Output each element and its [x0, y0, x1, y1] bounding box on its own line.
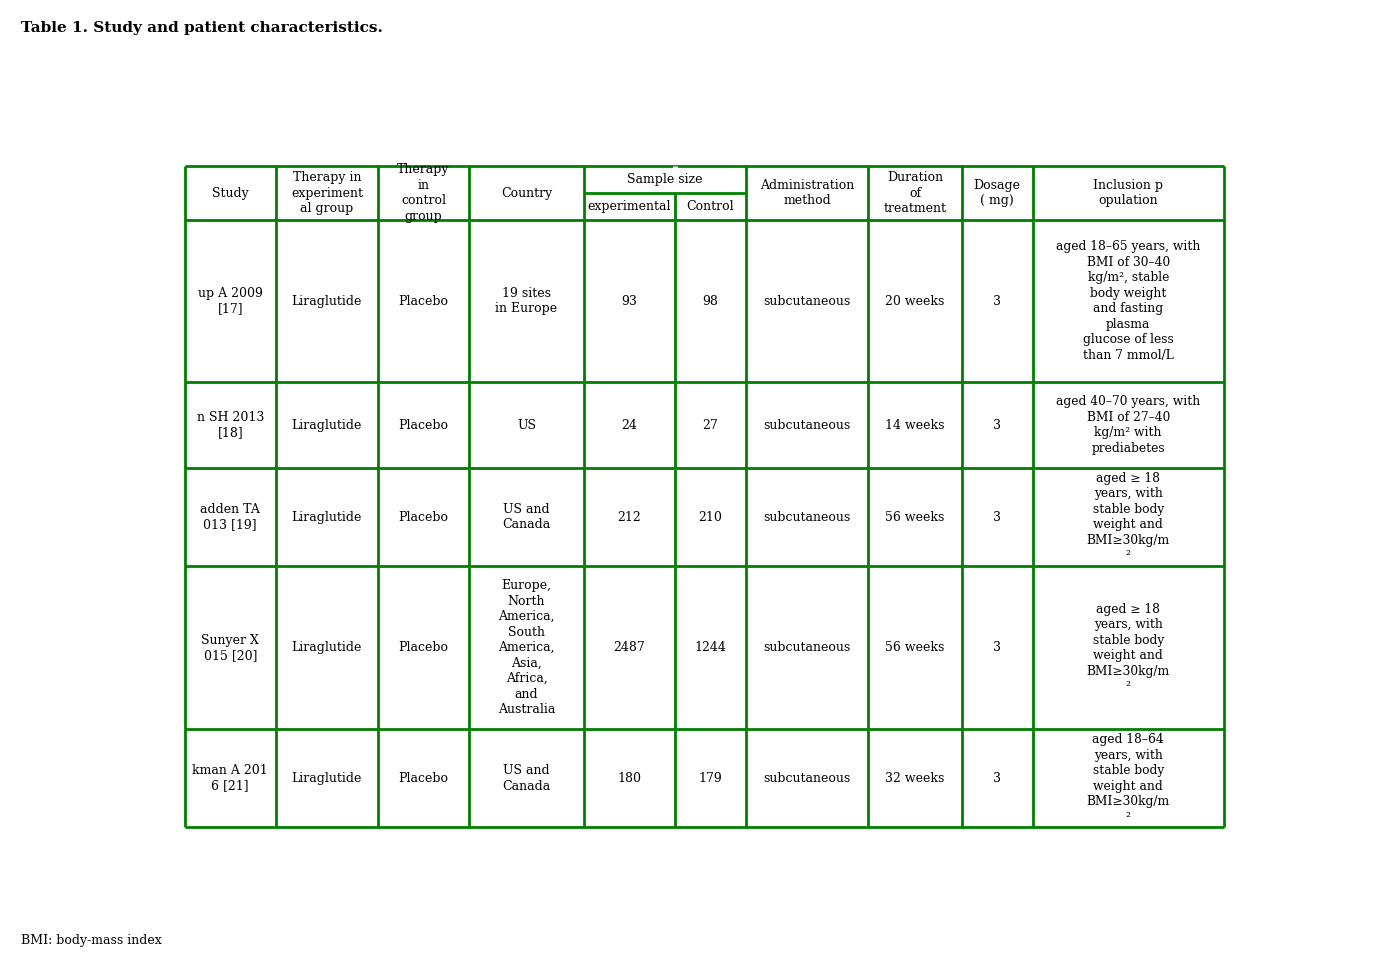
Text: subcutaneous: subcutaneous: [764, 419, 851, 431]
Text: 27: 27: [702, 419, 719, 431]
Text: 1244: 1244: [694, 641, 727, 654]
Text: Liraglutide: Liraglutide: [291, 419, 363, 431]
Text: 32 weeks: 32 weeks: [885, 772, 945, 785]
Text: 179: 179: [698, 772, 723, 785]
Text: adden TA
013 [19]: adden TA 013 [19]: [201, 503, 260, 531]
Text: 2487: 2487: [613, 641, 646, 654]
Text: aged ≥ 18
years, with
stable body
weight and
BMI≥30kg/m
²: aged ≥ 18 years, with stable body weight…: [1087, 471, 1169, 562]
Text: Placebo: Placebo: [398, 295, 448, 307]
Text: Liraglutide: Liraglutide: [291, 772, 363, 785]
Text: Sunyer X
015 [20]: Sunyer X 015 [20]: [202, 633, 260, 662]
Text: Therapy
in
control
group: Therapy in control group: [397, 163, 449, 223]
Text: Therapy in
experiment
al group: Therapy in experiment al group: [291, 171, 363, 215]
Text: subcutaneous: subcutaneous: [764, 641, 851, 654]
Text: 14 weeks: 14 weeks: [885, 419, 945, 431]
Text: BMI: body-mass index: BMI: body-mass index: [21, 934, 161, 947]
Text: US: US: [517, 419, 536, 431]
Text: Administration
method: Administration method: [760, 179, 855, 207]
Text: 98: 98: [702, 295, 719, 307]
Text: 210: 210: [698, 510, 723, 524]
Text: Placebo: Placebo: [398, 772, 448, 785]
Text: aged ≥ 18
years, with
stable body
weight and
BMI≥30kg/m
²: aged ≥ 18 years, with stable body weight…: [1087, 602, 1169, 693]
Text: Dosage
( mg): Dosage ( mg): [974, 179, 1021, 207]
Text: n SH 2013
[18]: n SH 2013 [18]: [196, 411, 264, 439]
Text: aged 40–70 years, with
BMI of 27–40
kg/m² with
prediabetes: aged 40–70 years, with BMI of 27–40 kg/m…: [1057, 395, 1201, 455]
Text: aged 18–64
years, with
stable body
weight and
BMI≥30kg/m
²: aged 18–64 years, with stable body weigh…: [1087, 733, 1169, 824]
Text: Inclusion p
opulation: Inclusion p opulation: [1094, 179, 1164, 207]
Text: Placebo: Placebo: [398, 510, 448, 524]
Text: experimental: experimental: [588, 200, 671, 213]
Text: US and
Canada: US and Canada: [503, 503, 551, 531]
Text: up A 2009
[17]: up A 2009 [17]: [198, 287, 262, 315]
Text: subcutaneous: subcutaneous: [764, 772, 851, 785]
Text: subcutaneous: subcutaneous: [764, 295, 851, 307]
Text: 3: 3: [993, 295, 1002, 307]
Text: 93: 93: [621, 295, 638, 307]
Text: 3: 3: [993, 772, 1002, 785]
Text: Study: Study: [212, 186, 249, 199]
Text: 19 sites
in Europe: 19 sites in Europe: [496, 287, 558, 315]
Text: 3: 3: [993, 641, 1002, 654]
Text: 56 weeks: 56 weeks: [885, 510, 945, 524]
Text: 180: 180: [617, 772, 642, 785]
Text: Europe,
North
America,
South
America,
Asia,
Africa,
and
Australia: Europe, North America, South America, As…: [497, 579, 555, 716]
Text: Control: Control: [687, 200, 734, 213]
Text: Liraglutide: Liraglutide: [291, 295, 363, 307]
Text: Sample size: Sample size: [627, 173, 702, 186]
Text: Country: Country: [502, 186, 552, 199]
Text: US and
Canada: US and Canada: [503, 764, 551, 793]
Text: kman A 201
6 [21]: kman A 201 6 [21]: [192, 764, 268, 793]
Text: 3: 3: [993, 419, 1002, 431]
Text: 56 weeks: 56 weeks: [885, 641, 945, 654]
Text: Placebo: Placebo: [398, 641, 448, 654]
Text: 24: 24: [621, 419, 638, 431]
Text: 3: 3: [993, 510, 1002, 524]
Text: Liraglutide: Liraglutide: [291, 641, 363, 654]
Text: Liraglutide: Liraglutide: [291, 510, 363, 524]
Text: Duration
of
treatment: Duration of treatment: [883, 171, 947, 215]
Text: aged 18–65 years, with
BMI of 30–40
kg/m², stable
body weight
and fasting
plasma: aged 18–65 years, with BMI of 30–40 kg/m…: [1057, 240, 1201, 362]
Text: Placebo: Placebo: [398, 419, 448, 431]
Text: Table 1. Study and patient characteristics.: Table 1. Study and patient characteristi…: [21, 21, 382, 35]
Text: 20 weeks: 20 weeks: [885, 295, 945, 307]
Text: subcutaneous: subcutaneous: [764, 510, 851, 524]
Text: 212: 212: [617, 510, 642, 524]
